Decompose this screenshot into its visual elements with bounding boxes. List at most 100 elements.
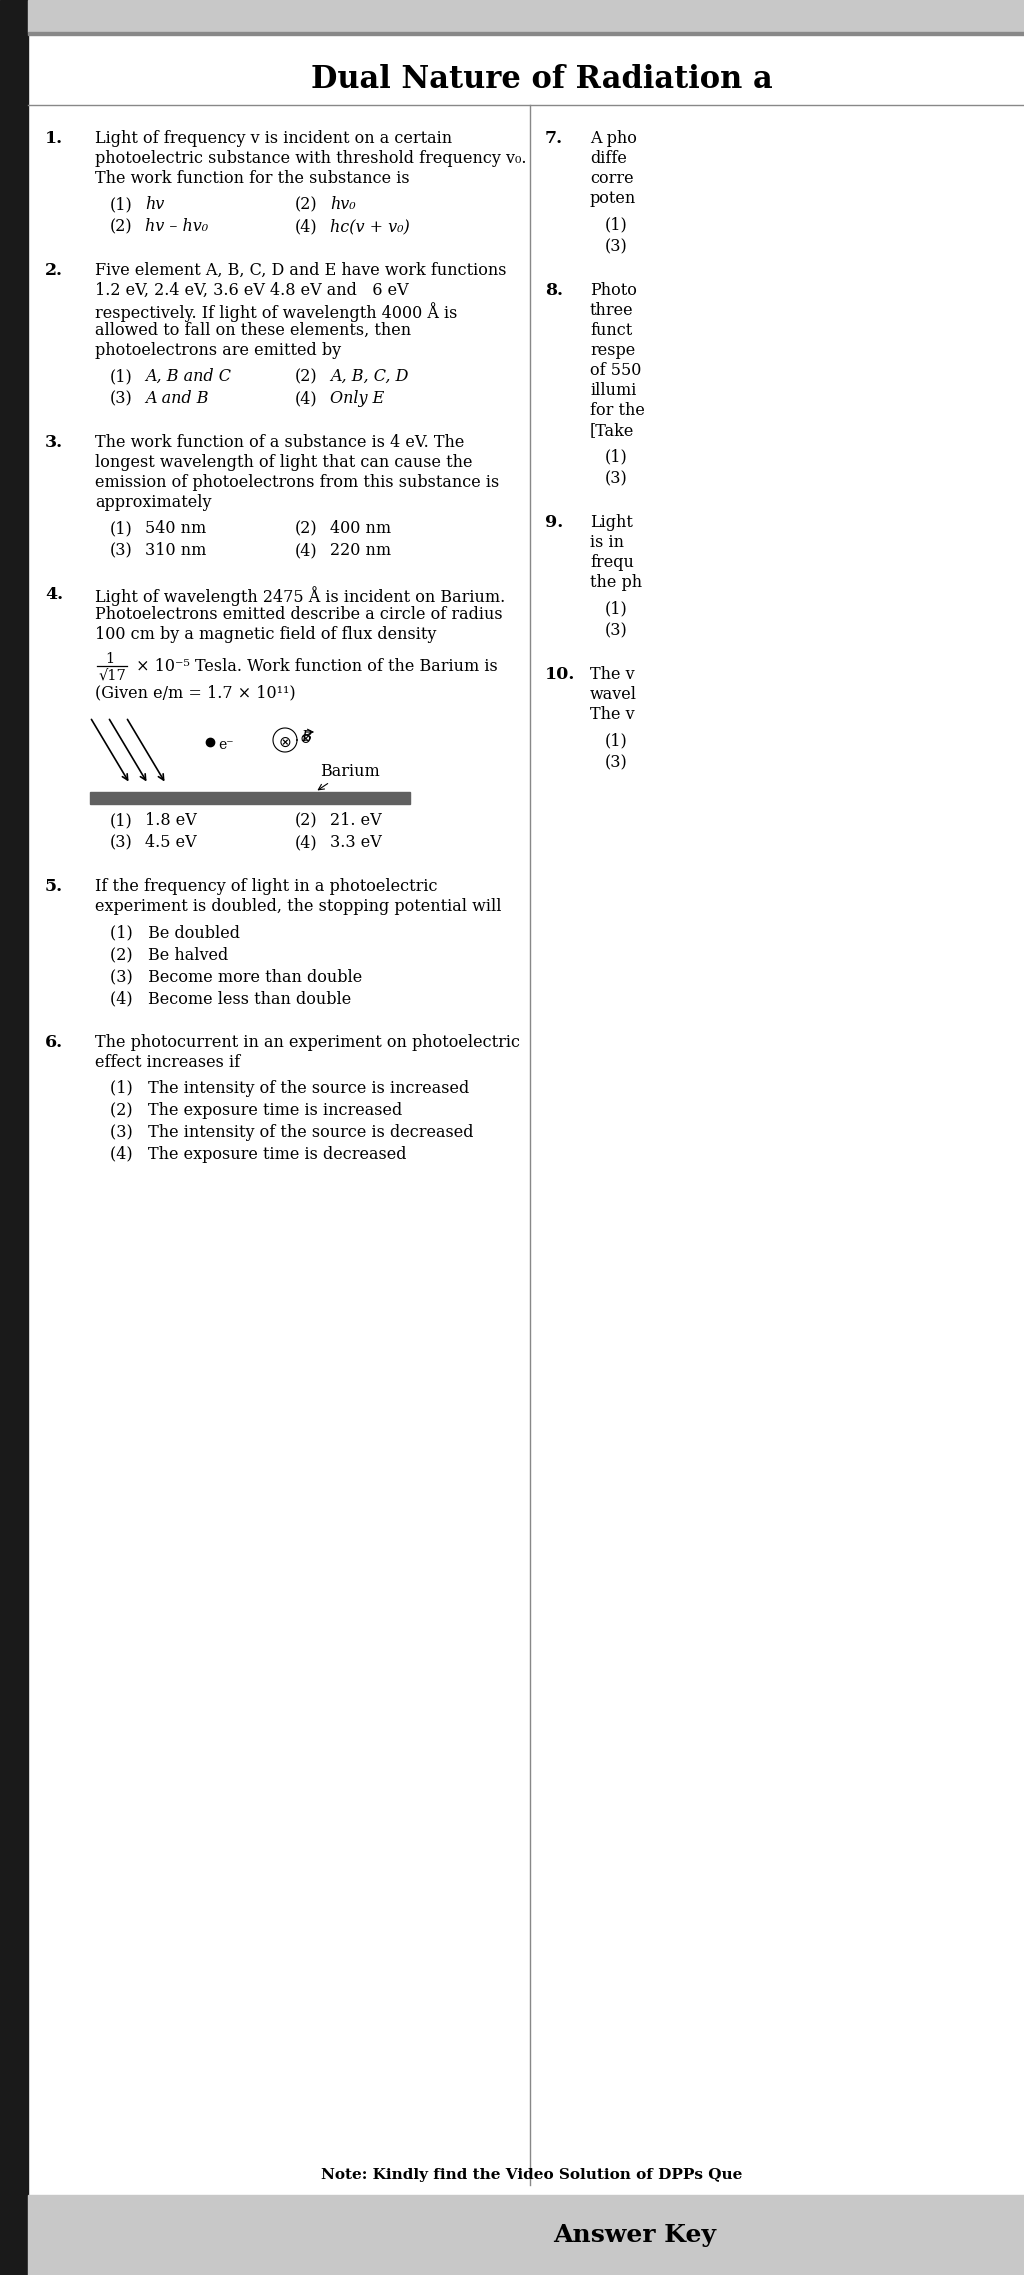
Text: funct: funct bbox=[590, 323, 632, 339]
Text: Note: Kindly find the Video Solution of DPPs Que: Note: Kindly find the Video Solution of … bbox=[322, 2168, 742, 2182]
Text: photoelectrons are emitted by: photoelectrons are emitted by bbox=[95, 341, 341, 359]
Text: 7.: 7. bbox=[545, 130, 563, 148]
Text: Photo: Photo bbox=[590, 282, 637, 298]
Text: (1)   The intensity of the source is increased: (1) The intensity of the source is incre… bbox=[110, 1081, 469, 1097]
Text: The work function for the substance is: The work function for the substance is bbox=[95, 171, 410, 187]
Text: 4.: 4. bbox=[45, 587, 63, 603]
Text: (3): (3) bbox=[110, 835, 133, 851]
Text: 6.: 6. bbox=[45, 1035, 63, 1051]
Text: Photoelectrons emitted describe a circle of radius: Photoelectrons emitted describe a circle… bbox=[95, 605, 503, 623]
Bar bbox=[90, 792, 410, 803]
Bar bbox=[0, 0, 28, 2275]
Text: The photocurrent in an experiment on photoelectric: The photocurrent in an experiment on pho… bbox=[95, 1035, 520, 1051]
Text: for the: for the bbox=[590, 403, 645, 419]
Text: 21. eV: 21. eV bbox=[330, 812, 382, 828]
Text: 8.: 8. bbox=[545, 282, 563, 298]
Text: Dual Nature of Radiation a: Dual Nature of Radiation a bbox=[311, 64, 773, 96]
Text: (1): (1) bbox=[605, 448, 628, 464]
Text: hv₀: hv₀ bbox=[330, 196, 355, 214]
Text: ⊗: ⊗ bbox=[279, 735, 292, 748]
Text: A pho: A pho bbox=[590, 130, 637, 148]
Text: (4)   The exposure time is decreased: (4) The exposure time is decreased bbox=[110, 1147, 407, 1163]
Text: wavel: wavel bbox=[590, 687, 637, 703]
Text: (4): (4) bbox=[295, 218, 317, 234]
Text: photoelectric substance with threshold frequency v₀.: photoelectric substance with threshold f… bbox=[95, 150, 526, 166]
Text: (1): (1) bbox=[110, 521, 133, 537]
Text: Light of frequency v is incident on a certain: Light of frequency v is incident on a ce… bbox=[95, 130, 453, 148]
Text: hv – hv₀: hv – hv₀ bbox=[145, 218, 208, 234]
Text: (3): (3) bbox=[110, 541, 133, 560]
Text: (3): (3) bbox=[605, 753, 628, 771]
Text: 3.: 3. bbox=[45, 435, 63, 450]
Text: A, B, C, D: A, B, C, D bbox=[330, 369, 409, 384]
Text: The work function of a substance is 4 eV. The: The work function of a substance is 4 eV… bbox=[95, 435, 464, 450]
Text: √17: √17 bbox=[99, 669, 127, 682]
Text: (4): (4) bbox=[295, 835, 317, 851]
Text: (2): (2) bbox=[295, 196, 317, 214]
Text: (3): (3) bbox=[605, 471, 628, 487]
Text: corre: corre bbox=[590, 171, 634, 187]
Text: Barium: Barium bbox=[319, 762, 380, 780]
Text: Five element A, B, C, D and E have work functions: Five element A, B, C, D and E have work … bbox=[95, 262, 507, 280]
Text: the ph: the ph bbox=[590, 573, 642, 592]
Text: (Given e/m = 1.7 × 10¹¹): (Given e/m = 1.7 × 10¹¹) bbox=[95, 685, 296, 701]
Text: respectively. If light of wavelength 4000 Å is: respectively. If light of wavelength 400… bbox=[95, 303, 458, 321]
Text: 220 nm: 220 nm bbox=[330, 541, 391, 560]
Text: A, B and C: A, B and C bbox=[145, 369, 231, 384]
Text: (2)   Be halved: (2) Be halved bbox=[110, 946, 228, 962]
Text: (3)   Become more than double: (3) Become more than double bbox=[110, 967, 362, 985]
Text: 540 nm: 540 nm bbox=[145, 521, 206, 537]
Text: The v: The v bbox=[590, 667, 635, 682]
Text: Only E: Only E bbox=[330, 389, 384, 407]
Text: 5.: 5. bbox=[45, 878, 63, 894]
Text: 1.2 eV, 2.4 eV, 3.6 eV 4.8 eV and   6 eV: 1.2 eV, 2.4 eV, 3.6 eV 4.8 eV and 6 eV bbox=[95, 282, 409, 298]
Text: 9.: 9. bbox=[545, 514, 563, 530]
Text: 1.: 1. bbox=[45, 130, 63, 148]
Text: 100 cm by a magnetic field of flux density: 100 cm by a magnetic field of flux densi… bbox=[95, 626, 436, 644]
Text: experiment is doubled, the stopping potential will: experiment is doubled, the stopping pote… bbox=[95, 899, 502, 915]
Text: (1): (1) bbox=[605, 601, 628, 617]
Text: A and B: A and B bbox=[145, 389, 209, 407]
Bar bbox=[28, 2195, 1024, 2275]
Text: Light of wavelength 2475 Å is incident on Barium.: Light of wavelength 2475 Å is incident o… bbox=[95, 587, 505, 605]
Text: (2): (2) bbox=[110, 218, 133, 234]
Text: (3)   The intensity of the source is decreased: (3) The intensity of the source is decre… bbox=[110, 1124, 473, 1142]
Text: (1)   Be doubled: (1) Be doubled bbox=[110, 924, 240, 942]
Text: 3.3 eV: 3.3 eV bbox=[330, 835, 382, 851]
Text: three: three bbox=[590, 303, 634, 318]
Text: frequ: frequ bbox=[590, 555, 634, 571]
Bar bbox=[28, 0, 1024, 32]
Text: 310 nm: 310 nm bbox=[145, 541, 207, 560]
Text: e⁻: e⁻ bbox=[218, 737, 233, 753]
Text: (4): (4) bbox=[295, 541, 317, 560]
Text: Answer Key: Answer Key bbox=[553, 2223, 717, 2248]
Bar bbox=[28, 32, 1024, 34]
Text: If the frequency of light in a photoelectric: If the frequency of light in a photoelec… bbox=[95, 878, 437, 894]
Text: 10.: 10. bbox=[545, 667, 575, 682]
Text: illumi: illumi bbox=[590, 382, 636, 398]
Text: (3): (3) bbox=[110, 389, 133, 407]
Text: The v: The v bbox=[590, 705, 635, 723]
Text: is in: is in bbox=[590, 535, 624, 551]
Text: 2.: 2. bbox=[45, 262, 63, 280]
Text: emission of photoelectrons from this substance is: emission of photoelectrons from this sub… bbox=[95, 473, 500, 491]
Text: (1): (1) bbox=[110, 196, 133, 214]
Text: (1): (1) bbox=[605, 216, 628, 232]
Text: (3): (3) bbox=[605, 621, 628, 639]
Text: × 10⁻⁵ Tesla. Work function of the Barium is: × 10⁻⁵ Tesla. Work function of the Bariu… bbox=[131, 657, 498, 676]
Text: B: B bbox=[301, 730, 311, 744]
Text: (2): (2) bbox=[295, 812, 317, 828]
Text: respe: respe bbox=[590, 341, 635, 359]
Text: [Take: [Take bbox=[590, 421, 635, 439]
Text: 400 nm: 400 nm bbox=[330, 521, 391, 537]
Text: (2): (2) bbox=[295, 521, 317, 537]
Text: (2): (2) bbox=[295, 369, 317, 384]
Text: of 550: of 550 bbox=[590, 362, 641, 380]
Text: ⊗: ⊗ bbox=[300, 733, 316, 746]
Text: effect increases if: effect increases if bbox=[95, 1053, 240, 1072]
Text: Light: Light bbox=[590, 514, 633, 530]
Text: hv: hv bbox=[145, 196, 164, 214]
Text: 1.8 eV: 1.8 eV bbox=[145, 812, 197, 828]
Text: 4.5 eV: 4.5 eV bbox=[145, 835, 197, 851]
Text: hc(v + v₀): hc(v + v₀) bbox=[330, 218, 410, 234]
